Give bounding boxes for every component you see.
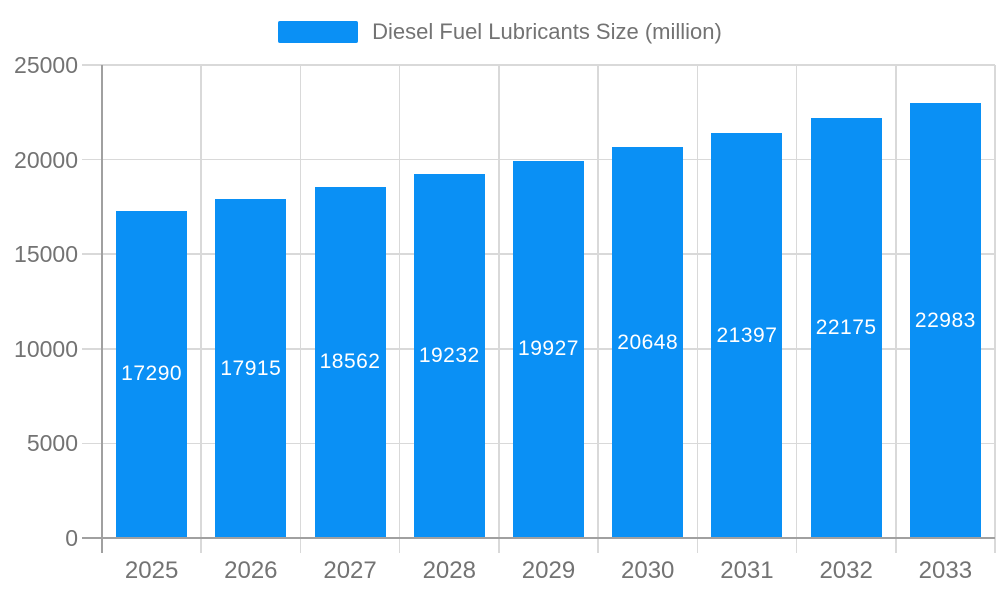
y-tick-label-10000: 10000 — [14, 335, 78, 362]
y-tick-label-20000: 20000 — [14, 146, 78, 173]
bar-2027-value: 18562 — [319, 350, 381, 374]
x-tick-label-2030: 2030 — [621, 557, 675, 584]
legend: Diesel Fuel Lubricants Size (million) — [0, 18, 1000, 46]
x-tick-label-2032: 2032 — [819, 557, 873, 584]
x-tick-label-2033: 2033 — [918, 557, 973, 584]
bar-2025-value: 17290 — [121, 362, 183, 386]
bar-2031-value: 21397 — [716, 323, 778, 347]
legend-label: Diesel Fuel Lubricants Size (million) — [372, 19, 722, 44]
y-tick-label-5000: 5000 — [26, 430, 78, 457]
y-tick-label-0: 0 — [65, 525, 78, 551]
bar-2028-value: 19232 — [418, 344, 480, 368]
bar-2033: 22983 — [909, 103, 981, 538]
gridline-v-7 — [795, 65, 798, 553]
x-tick-label-2027: 2027 — [323, 557, 377, 584]
gridline-h-25000 — [82, 64, 995, 66]
gridline-h-20000 — [82, 158, 995, 161]
y-tick-label-15000: 15000 — [14, 241, 78, 268]
x-tick-label-2031: 2031 — [720, 557, 774, 584]
y-axis-line — [100, 65, 103, 553]
bar-2032-value: 22175 — [815, 316, 877, 340]
x-tick-label-2028: 2028 — [422, 557, 476, 584]
gridline-v-2 — [299, 65, 302, 553]
gridline-v-3 — [398, 65, 401, 553]
gridline-v-4 — [498, 65, 500, 553]
bar-2032: 22175 — [810, 118, 882, 538]
x-tick-label-2025: 2025 — [124, 557, 179, 584]
gridline-v-1 — [200, 65, 202, 553]
gridline-v-8 — [895, 65, 897, 553]
gridline-v-5 — [597, 65, 599, 553]
y-tick-label-25000: 25000 — [14, 52, 78, 78]
bar-2028: 19232 — [413, 174, 485, 538]
bar-2030: 20648 — [612, 147, 684, 538]
bar-2025: 17290 — [116, 210, 188, 538]
bar-2029: 19927 — [513, 160, 584, 538]
legend-swatch — [278, 21, 359, 43]
gridline-v-6 — [696, 65, 699, 553]
bar-2029-value: 19927 — [518, 337, 579, 361]
bar-2026: 17915 — [215, 199, 287, 538]
bar-2033-value: 22983 — [914, 308, 976, 332]
bar-2027: 18562 — [314, 186, 386, 538]
gridline-v-9 — [994, 65, 996, 553]
x-tick-label-2029: 2029 — [521, 557, 576, 584]
x-axis-line — [82, 537, 995, 539]
bar-2030-value: 20648 — [617, 330, 679, 354]
bar-2026-value: 17915 — [220, 356, 282, 380]
x-tick-label-2026: 2026 — [224, 557, 278, 584]
bar-2031: 21397 — [711, 133, 783, 538]
legend-item[interactable]: Diesel Fuel Lubricants Size (million) — [278, 19, 722, 45]
